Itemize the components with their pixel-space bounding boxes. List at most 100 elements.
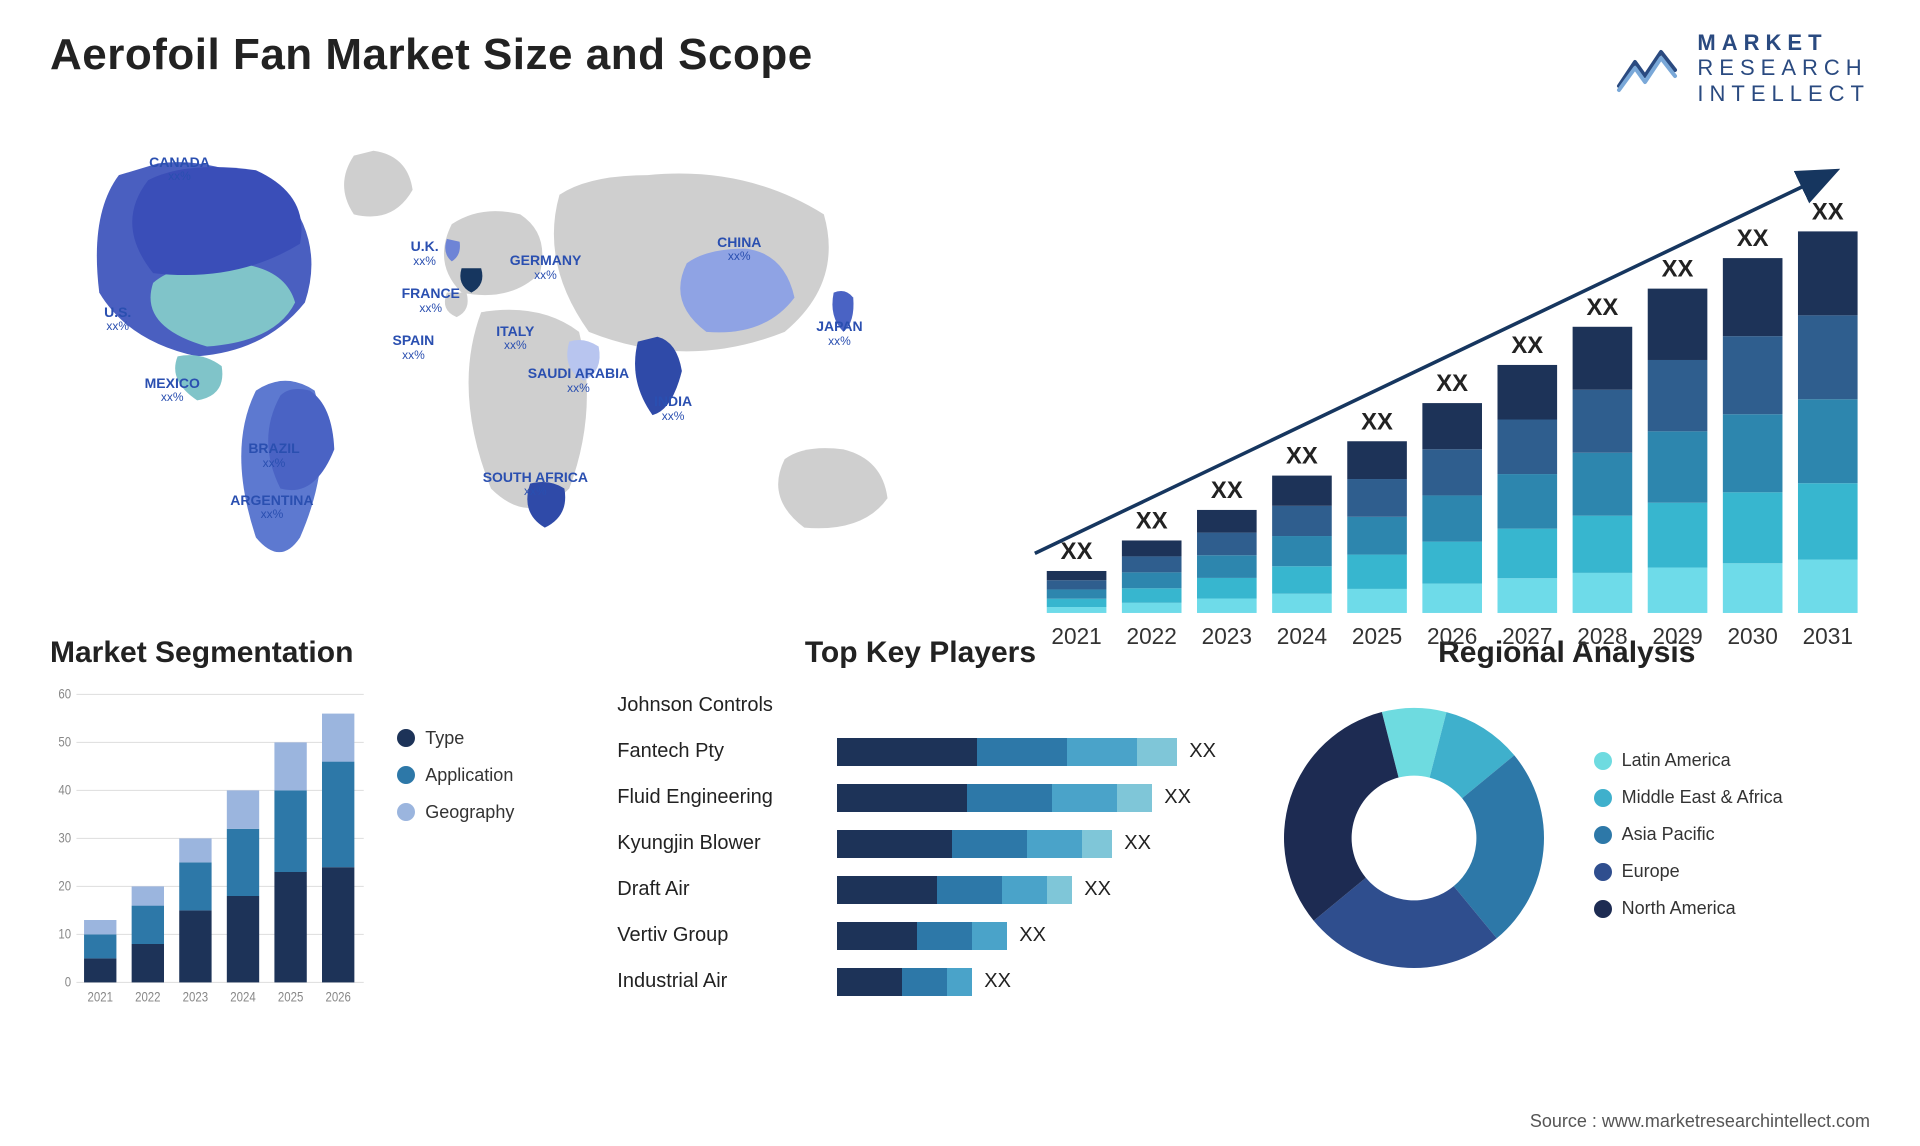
svg-text:XX: XX (1061, 538, 1093, 565)
svg-text:2022: 2022 (1127, 623, 1177, 649)
country-label-u-s-: U.S.xx% (104, 305, 131, 334)
svg-text:XX: XX (1136, 507, 1168, 534)
country-label-spain: SPAINxx% (393, 333, 435, 362)
segmentation-panel: Market Segmentation 01020304050602021202… (50, 636, 577, 1056)
player-bar: XX (837, 784, 1223, 812)
country-label-argentina: ARGENTINAxx% (230, 493, 313, 522)
svg-text:2029: 2029 (1653, 623, 1703, 649)
segmentation-chart: 0102030405060202120222023202420252026 Ty… (50, 688, 577, 1008)
svg-text:2023: 2023 (183, 988, 208, 1004)
region-legend-middle-east-africa: Middle East & Africa (1594, 787, 1870, 808)
svg-text:XX: XX (1512, 332, 1544, 359)
logo-text: MARKET RESEARCH INTELLECT (1697, 30, 1870, 106)
player-bar: XX (837, 876, 1223, 904)
player-value: XX (1189, 740, 1216, 763)
svg-text:2026: 2026 (325, 988, 350, 1004)
svg-text:2031: 2031 (1803, 623, 1853, 649)
country-label-india: INDIAxx% (654, 394, 692, 423)
country-label-brazil: BRAZILxx% (248, 441, 299, 470)
player-value: XX (1084, 878, 1111, 901)
player-name: Vertiv Group (617, 924, 837, 947)
player-row-vertiv-group: Vertiv Group XX (617, 918, 1223, 954)
player-value: XX (1164, 786, 1191, 809)
svg-text:2027: 2027 (1503, 623, 1553, 649)
logo-icon (1615, 42, 1683, 94)
page-title: Aerofoil Fan Market Size and Scope (50, 30, 813, 80)
region-legend-north-america: North America (1594, 898, 1870, 919)
header: Aerofoil Fan Market Size and Scope MARKE… (50, 30, 1870, 106)
donut-svg (1264, 688, 1564, 988)
country-label-china: CHINAxx% (717, 235, 761, 264)
world-map-panel: CANADAxx%U.S.xx%MEXICOxx%BRAZILxx%ARGENT… (50, 136, 951, 606)
svg-text:50: 50 (58, 733, 71, 749)
player-name: Kyungjin Blower (617, 832, 837, 855)
svg-text:0: 0 (65, 973, 71, 989)
player-row-fluid-engineering: Fluid Engineering XX (617, 780, 1223, 816)
svg-text:2025: 2025 (278, 988, 303, 1004)
svg-text:XX: XX (1812, 198, 1844, 225)
svg-text:XX: XX (1662, 256, 1694, 283)
bottom-row: Market Segmentation 01020304050602021202… (50, 636, 1870, 1056)
forecast-svg: XX 2021 XX 2022 XX 2023 XX 2024 XX 2025 XX 2026 XX 20… (1011, 136, 1870, 661)
svg-text:2025: 2025 (1352, 623, 1402, 649)
player-name: Fantech Pty (617, 740, 837, 763)
svg-text:XX: XX (1437, 370, 1469, 397)
country-label-japan: JAPANxx% (816, 319, 862, 348)
player-name: Industrial Air (617, 970, 837, 993)
svg-text:XX: XX (1362, 408, 1394, 435)
player-row-johnson-controls: Johnson Controls (617, 688, 1223, 724)
player-bar: XX (837, 738, 1223, 766)
player-value: XX (984, 970, 1011, 993)
logo: MARKET RESEARCH INTELLECT (1615, 30, 1870, 106)
svg-text:2030: 2030 (1728, 623, 1778, 649)
regional-legend: Latin AmericaMiddle East & AfricaAsia Pa… (1594, 740, 1870, 935)
segmentation-legend: TypeApplicationGeography (397, 688, 577, 1008)
svg-text:2021: 2021 (1052, 623, 1102, 649)
country-label-italy: ITALYxx% (496, 324, 534, 353)
top-row: CANADAxx%U.S.xx%MEXICOxx%BRAZILxx%ARGENT… (50, 136, 1870, 606)
svg-text:2024: 2024 (230, 988, 255, 1004)
player-value: XX (1124, 832, 1151, 855)
player-name: Draft Air (617, 878, 837, 901)
player-bar: XX (837, 968, 1223, 996)
svg-text:30: 30 (58, 829, 71, 845)
logo-line-1: MARKET (1697, 30, 1870, 55)
segmentation-svg: 0102030405060202120222023202420252026 (50, 688, 367, 1008)
svg-text:2026: 2026 (1427, 623, 1477, 649)
svg-text:XX: XX (1587, 294, 1619, 321)
world-map-icon (50, 136, 951, 606)
region-legend-asia-pacific: Asia Pacific (1594, 824, 1870, 845)
country-label-germany: GERMANYxx% (510, 253, 582, 282)
seg-legend-application: Application (397, 765, 577, 786)
player-row-industrial-air: Industrial Air XX (617, 964, 1223, 1000)
country-label-france: FRANCExx% (402, 286, 460, 315)
svg-text:2028: 2028 (1578, 623, 1628, 649)
svg-text:10: 10 (58, 925, 71, 941)
region-legend-europe: Europe (1594, 861, 1870, 882)
svg-text:60: 60 (58, 688, 71, 702)
country-label-saudi-arabia: SAUDI ARABIAxx% (528, 366, 629, 395)
player-value: XX (1019, 924, 1046, 947)
svg-text:XX: XX (1737, 225, 1769, 252)
player-name: Johnson Controls (617, 694, 837, 717)
regional-donut (1264, 688, 1564, 988)
seg-legend-type: Type (397, 728, 577, 749)
svg-text:2024: 2024 (1277, 623, 1327, 649)
player-row-kyungjin-blower: Kyungjin Blower XX (617, 826, 1223, 862)
player-row-draft-air: Draft Air XX (617, 872, 1223, 908)
svg-text:2023: 2023 (1202, 623, 1252, 649)
svg-text:XX: XX (1287, 443, 1319, 470)
forecast-chart: XX2021XX2022XX2023XX2024XX2025XX2026XX20… (1011, 136, 1870, 606)
svg-text:2022: 2022 (135, 988, 160, 1004)
logo-line-2: RESEARCH (1697, 55, 1870, 80)
svg-text:20: 20 (58, 877, 71, 893)
logo-line-3: INTELLECT (1697, 81, 1870, 106)
source-text: Source : www.marketresearchintellect.com (1530, 1111, 1870, 1132)
player-bar (837, 692, 1223, 720)
svg-text:XX: XX (1211, 477, 1243, 504)
player-name: Fluid Engineering (617, 786, 837, 809)
player-bar: XX (837, 830, 1223, 858)
segmentation-title: Market Segmentation (50, 636, 577, 670)
players-body: Johnson ControlsFantech PtyXXFluid Engin… (617, 688, 1223, 1000)
country-label-south-africa: SOUTH AFRICAxx% (483, 470, 588, 499)
